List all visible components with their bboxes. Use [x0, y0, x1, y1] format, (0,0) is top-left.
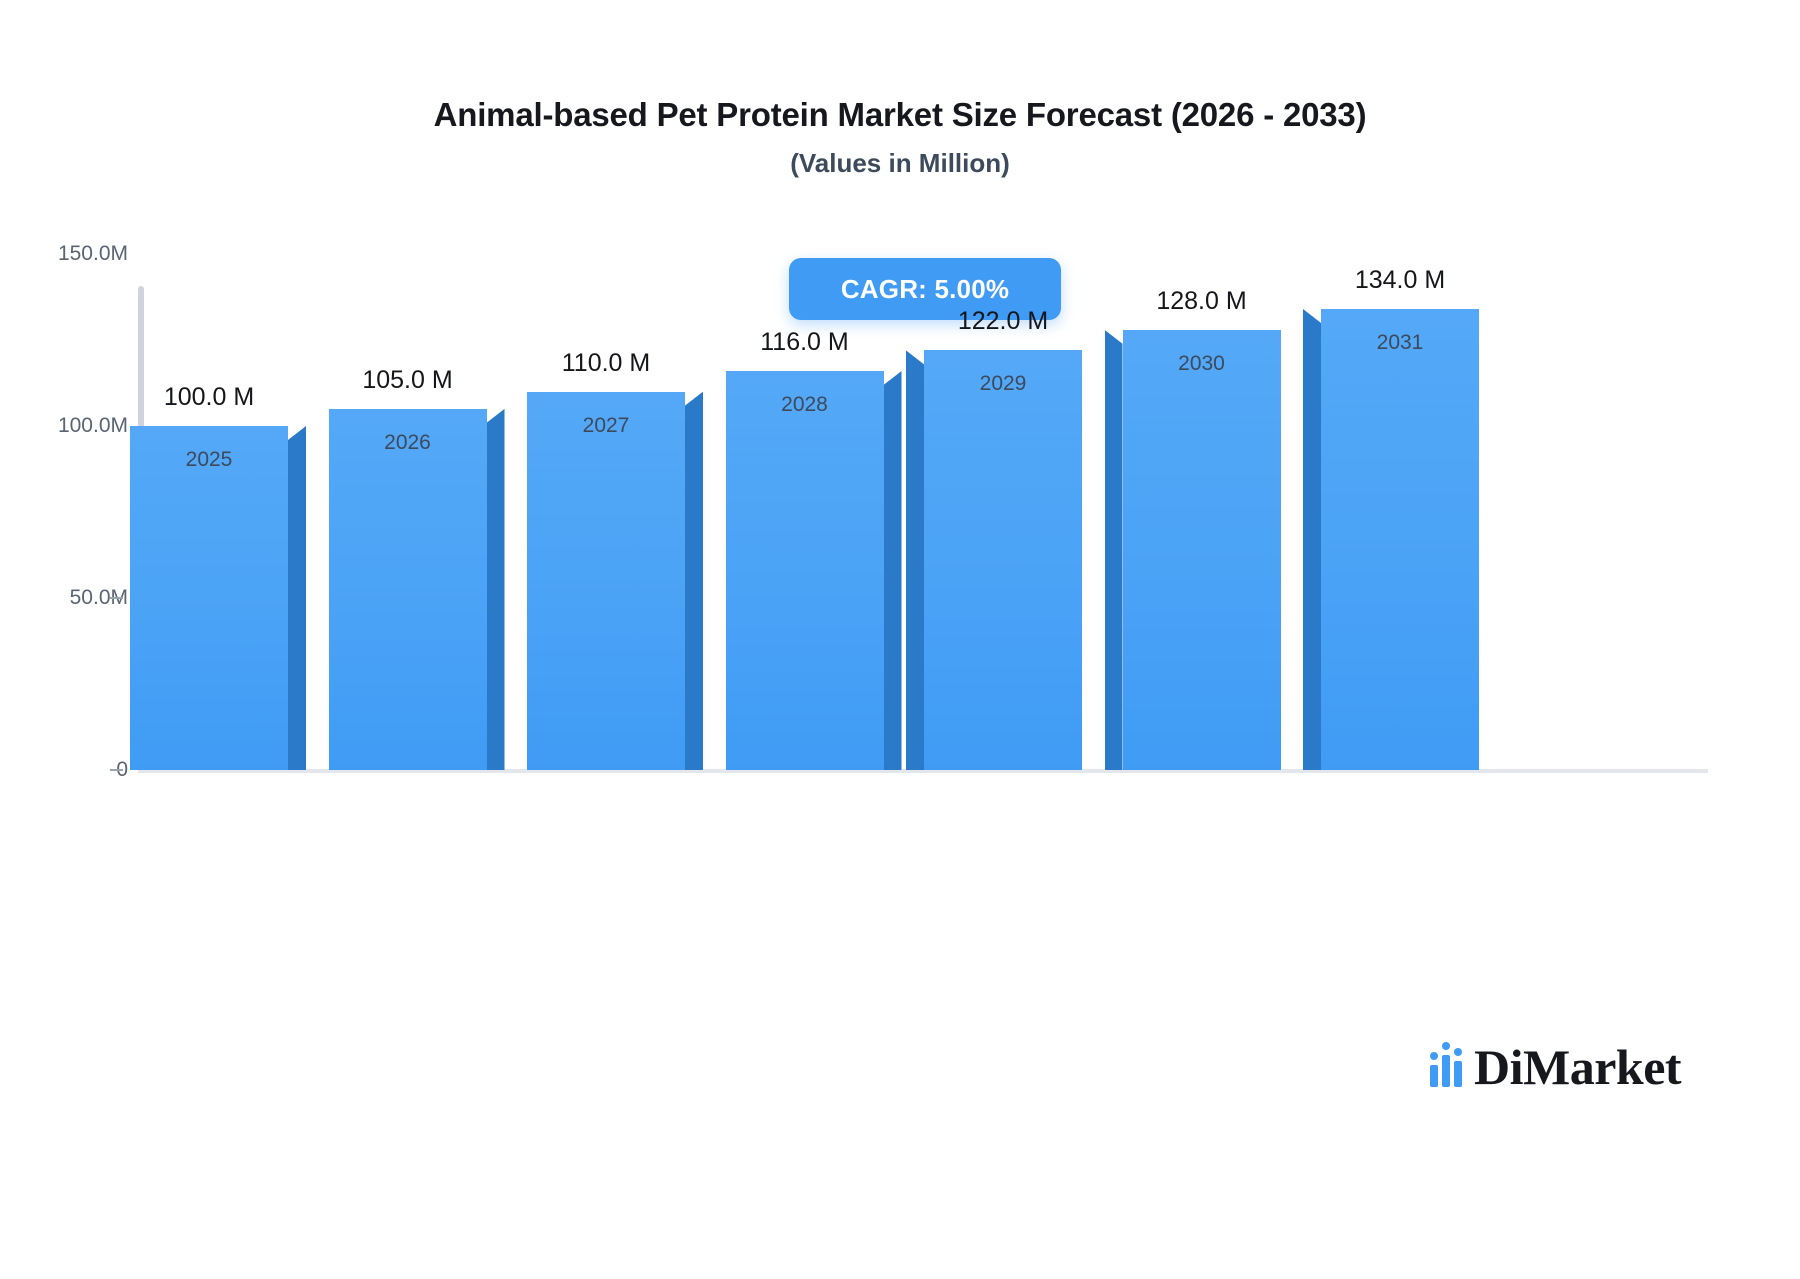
logo-bar-1 — [1430, 1052, 1438, 1087]
bar-face — [924, 350, 1082, 770]
x-axis-label-2029: 2029 — [979, 372, 1027, 396]
chart-title: Animal-based Pet Protein Market Size For… — [433, 96, 1367, 133]
bar-value-label: 122.0 M — [957, 307, 1049, 336]
bar-chart-logo-icon — [1430, 1042, 1462, 1087]
x-axis-line — [138, 769, 1708, 773]
bar-2028[interactable]: 116.0 M 2028 — [725, 328, 902, 770]
y-axis-tick-mark — [110, 769, 123, 771]
logo-bar-3 — [1454, 1048, 1462, 1087]
bar-face — [1321, 309, 1479, 770]
bar-face — [130, 426, 288, 770]
x-axis-label-2027: 2027 — [582, 413, 630, 437]
bar-2031[interactable]: 134.0 M 2031 — [1303, 266, 1479, 770]
x-axis-label-2030: 2030 — [1178, 351, 1225, 375]
bar-face — [328, 408, 487, 770]
bar-side-shade — [1303, 309, 1321, 770]
y-axis-tick-label: 150.0M — [57, 242, 128, 265]
x-axis-label-2025: 2025 — [185, 448, 233, 471]
bar-value-label: 134.0 M — [1354, 266, 1446, 295]
brand-logo: DiMarket — [1430, 1039, 1682, 1095]
bar-2025[interactable]: 100.0 M 2025 — [130, 383, 306, 770]
bar-2026[interactable]: 105.0 M 2026 — [328, 366, 505, 770]
bar-side-shade — [486, 408, 505, 770]
brand-name: DiMarket — [1474, 1039, 1682, 1095]
chart-container: Animal-based Pet Protein Market Size For… — [0, 96, 1800, 1095]
x-axis-label-2028: 2028 — [781, 392, 828, 416]
x-axis-label-2026: 2026 — [384, 430, 431, 454]
x-axis-label-2031: 2031 — [1376, 331, 1424, 355]
bar-face — [725, 370, 884, 770]
chart-subtitle: (Values in Million) — [790, 147, 1010, 178]
bar-value-label: 100.0 M — [163, 383, 255, 411]
y-axis-tick-mark — [110, 597, 123, 599]
bar-side-shade — [906, 350, 924, 770]
bars-layer: 100.0 M 2025 105.0 M 2026 110.0 M 2027 116.0 M… — [130, 266, 1479, 770]
bar-value-label: 116.0 M — [760, 327, 849, 356]
bar-side-shade — [288, 426, 306, 770]
bar-face — [1122, 329, 1281, 770]
logo-bar-2 — [1442, 1042, 1450, 1087]
bar-value-label: 110.0 M — [561, 348, 651, 377]
bar-side-shade — [1104, 329, 1123, 770]
chart-header: Animal-based Pet Protein Market Size For… — [0, 96, 1800, 179]
cagr-badge: CAGR: 5.00% — [789, 258, 1061, 320]
bar-value-label: 128.0 M — [1156, 286, 1247, 315]
bar-side-shade — [685, 391, 703, 770]
y-axis-tick-label: 50.0M — [69, 586, 128, 609]
bar-2030[interactable]: 128.0 M 2030 — [1104, 287, 1281, 770]
bar-value-label: 105.0 M — [362, 365, 453, 394]
bar-2027[interactable]: 110.0 M 2027 — [527, 349, 703, 770]
bar-face — [527, 391, 685, 770]
bar-side-shade — [883, 370, 902, 770]
y-axis-tick-label: 100.0M — [57, 414, 128, 437]
bar-2029[interactable]: 122.0 M 2029 — [906, 307, 1082, 770]
